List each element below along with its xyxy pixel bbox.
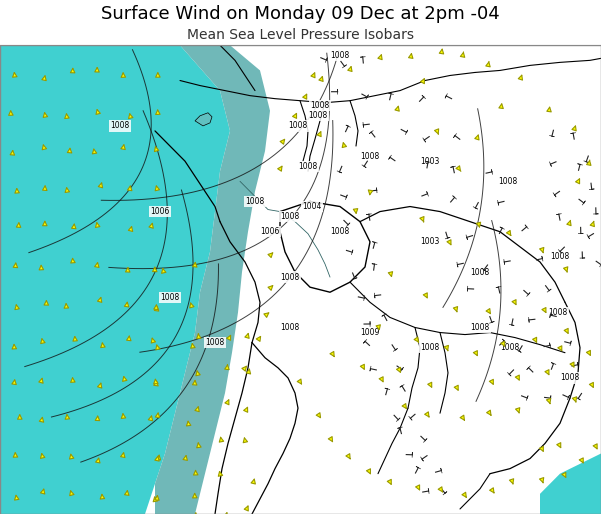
Text: Surface Wind on Monday 09 Dec at 2pm -04: Surface Wind on Monday 09 Dec at 2pm -04 (101, 5, 500, 23)
Text: 1003: 1003 (420, 157, 440, 166)
Polygon shape (540, 453, 601, 514)
Text: 1009: 1009 (361, 328, 380, 337)
Text: 1008: 1008 (471, 268, 490, 277)
Text: 1008: 1008 (471, 323, 490, 332)
Text: 1008: 1008 (308, 112, 328, 120)
Text: 1008: 1008 (551, 252, 570, 262)
Polygon shape (0, 45, 230, 514)
Text: 1008: 1008 (298, 162, 317, 171)
Polygon shape (155, 45, 270, 514)
Text: 1008: 1008 (548, 308, 567, 317)
Text: 1006: 1006 (150, 207, 169, 216)
Text: 1008: 1008 (331, 227, 350, 236)
Text: 1008: 1008 (498, 177, 517, 186)
Text: 1008: 1008 (281, 212, 300, 221)
Text: Mean Sea Level Pressure Isobars: Mean Sea Level Pressure Isobars (187, 28, 414, 42)
Text: 1008: 1008 (111, 121, 130, 131)
Text: 1008: 1008 (245, 197, 264, 206)
Text: 1008: 1008 (281, 272, 300, 282)
Text: 1008: 1008 (501, 343, 520, 352)
Text: 1008: 1008 (160, 293, 180, 302)
Text: 1008: 1008 (281, 323, 300, 332)
Text: 1008: 1008 (310, 101, 329, 110)
Polygon shape (195, 113, 212, 126)
Text: 1008: 1008 (560, 373, 579, 382)
Text: 1008: 1008 (331, 51, 350, 60)
Text: 1008: 1008 (420, 343, 439, 352)
Text: 1003: 1003 (420, 237, 440, 246)
Text: 1008: 1008 (288, 121, 308, 131)
Text: 1008: 1008 (361, 152, 380, 160)
Text: 1006: 1006 (260, 227, 279, 236)
Text: 1008: 1008 (206, 338, 225, 347)
Text: 1004: 1004 (302, 202, 322, 211)
